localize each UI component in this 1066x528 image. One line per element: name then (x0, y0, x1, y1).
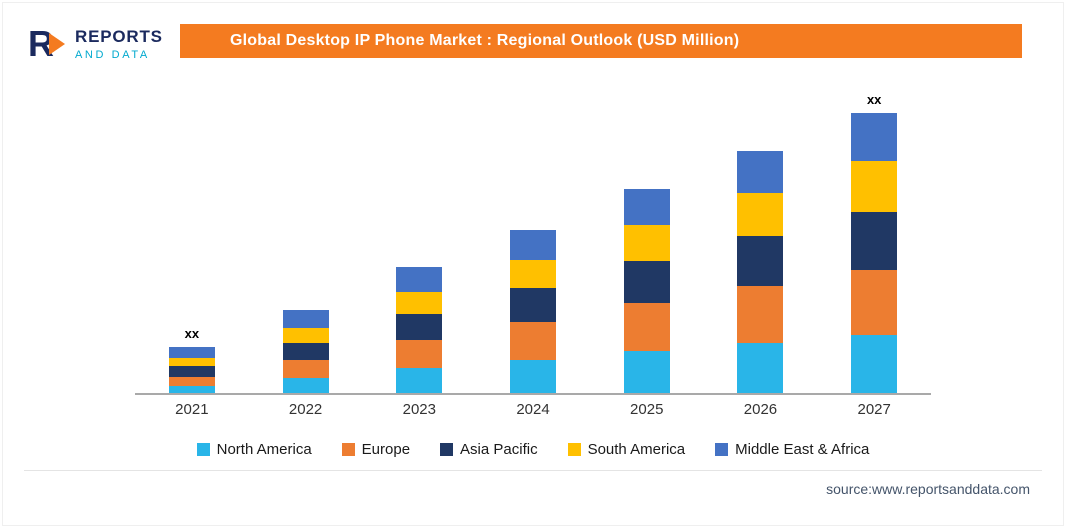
bar-segment-asia-pacific (851, 212, 898, 270)
legend-item-south-america: South America (567, 441, 686, 458)
stacked-bar-2026 (737, 151, 784, 393)
bar-segment-middle-east-africa (851, 113, 898, 161)
logo-play-icon (49, 33, 65, 55)
bar-value-label-2021: xx (184, 326, 200, 341)
chart-title: Global Desktop IP Phone Market : Regiona… (230, 32, 740, 49)
stacked-bar-2021 (168, 347, 215, 393)
chart-legend: North America Europe Asia Pacific South Ame… (0, 441, 1066, 458)
bar-column-2025 (590, 85, 704, 393)
bar-segment-south-america (737, 193, 784, 236)
stacked-bar-2024 (510, 230, 557, 393)
bar-segment-north-america (623, 351, 670, 393)
bar-column-2023 (362, 85, 476, 393)
x-axis-label-2025: 2025 (630, 401, 664, 418)
x-axis-label-2023: 2023 (402, 401, 436, 418)
legend-label-europe: Europe (361, 441, 411, 458)
bar-segment-middle-east-africa (510, 230, 557, 260)
bar-segment-south-america (851, 161, 898, 212)
x-axis-label-2024: 2024 (516, 401, 550, 418)
x-axis-line (135, 393, 931, 395)
bar-column-2022 (249, 85, 363, 393)
legend-item-north-america: North America (196, 441, 312, 458)
bar-segment-europe (282, 360, 329, 378)
logo-mark-icon: R (28, 25, 68, 63)
bar-segment-north-america (396, 368, 443, 393)
bar-segment-asia-pacific (623, 261, 670, 303)
bar-segment-asia-pacific (510, 288, 557, 322)
stacked-bar-2025 (623, 189, 670, 393)
bar-segment-north-america (282, 378, 329, 393)
bar-segment-asia-pacific (168, 366, 215, 377)
title-banner: Global Desktop IP Phone Market : Regiona… (180, 24, 1022, 58)
logo-line2: AND DATA (75, 49, 150, 61)
x-axis-labels: 2021 2022 2023 2024 2025 2026 2027 (135, 401, 931, 418)
legend-label-asia-pacific: Asia Pacific (460, 441, 538, 458)
bar-segment-south-america (396, 292, 443, 314)
bar-segment-north-america (168, 386, 215, 393)
bar-segment-europe (737, 286, 784, 343)
legend-label-north-america: North America (216, 441, 312, 458)
logo-text: REPORTS AND DATA (75, 27, 163, 61)
bar-segment-europe (396, 340, 443, 368)
bar-segment-middle-east-africa (623, 189, 670, 225)
bar-segment-north-america (510, 360, 557, 393)
legend-label-south-america: South America (587, 441, 686, 458)
chart-plot-area: xx xx (135, 85, 931, 393)
bar-column-2021: xx (135, 85, 249, 393)
legend-swatch-middle-east-africa (715, 443, 729, 456)
bar-segment-south-america (623, 225, 670, 261)
bar-segment-europe (851, 270, 898, 335)
bar-segment-middle-east-africa (282, 310, 329, 328)
x-axis-label-2026: 2026 (743, 401, 778, 418)
stacked-bar-2022 (282, 310, 329, 393)
bar-column-2027: xx (817, 85, 931, 393)
x-axis-label-2022: 2022 (288, 401, 323, 418)
x-axis-label-2027: 2027 (857, 401, 891, 418)
legend-item-asia-pacific: Asia Pacific (440, 441, 538, 458)
bar-segment-south-america (168, 358, 215, 366)
bar-value-label-2027: xx (866, 92, 882, 107)
bar-segment-asia-pacific (282, 343, 329, 360)
bar-segment-asia-pacific (396, 314, 443, 340)
legend-swatch-europe (341, 443, 355, 456)
bar-segment-south-america (510, 260, 557, 288)
stacked-bar-2023 (396, 267, 443, 393)
bar-segment-middle-east-africa (737, 151, 784, 193)
bar-segment-south-america (282, 328, 329, 343)
legend-label-middle-east-africa: Middle East & Africa (735, 441, 870, 458)
reports-and-data-logo: R REPORTS AND DATA (28, 25, 163, 63)
x-axis-label-2021: 2021 (175, 401, 209, 418)
source-text: source:www.reportsanddata.com (826, 481, 1030, 497)
stacked-bar-2027 (851, 113, 898, 393)
bar-segment-asia-pacific (737, 236, 784, 286)
legend-swatch-north-america (196, 443, 210, 456)
footer-divider (24, 470, 1042, 471)
logo-line1: REPORTS (75, 27, 163, 46)
bar-segment-north-america (737, 343, 784, 393)
bar-segment-europe (510, 322, 557, 360)
bar-segment-europe (623, 303, 670, 351)
bar-segment-europe (168, 377, 215, 386)
legend-swatch-south-america (567, 443, 581, 456)
bar-column-2026 (704, 85, 818, 393)
bar-segment-middle-east-africa (168, 347, 215, 358)
legend-item-middle-east-africa: Middle East & Africa (715, 441, 869, 458)
legend-item-europe: Europe (341, 441, 411, 458)
bar-column-2024 (476, 85, 590, 393)
bar-segment-north-america (851, 335, 898, 393)
legend-swatch-asia-pacific (440, 443, 454, 456)
bar-segment-middle-east-africa (396, 267, 443, 292)
logo-letter: R (28, 23, 54, 64)
